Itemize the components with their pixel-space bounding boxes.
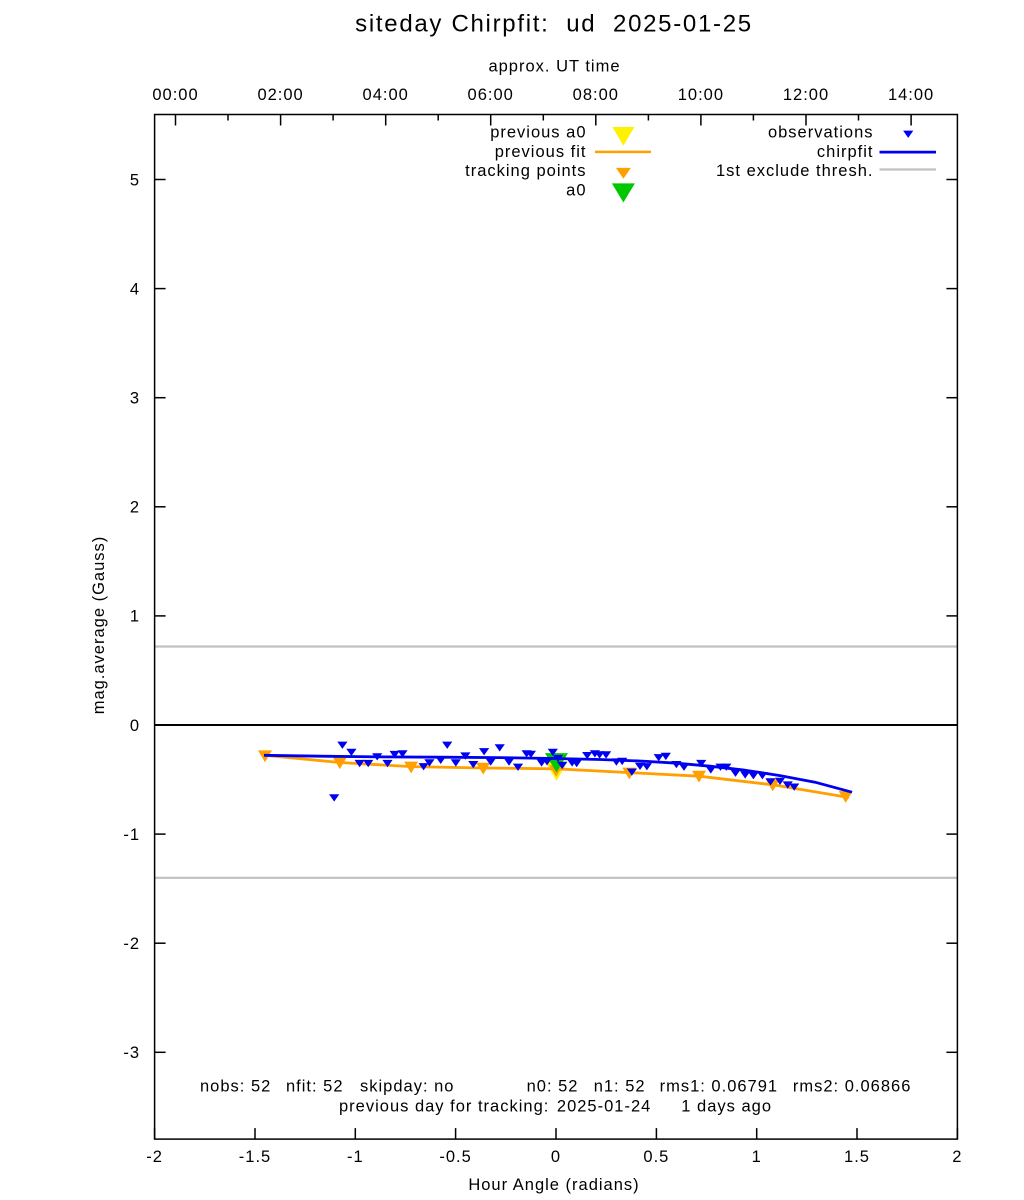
svg-text:1 days ago: 1 days ago	[681, 1098, 772, 1116]
svg-text:approx. UT time: approx. UT time	[488, 57, 620, 75]
svg-text:08:00: 08:00	[573, 86, 619, 104]
svg-text:2025-01-24: 2025-01-24	[557, 1098, 651, 1116]
svg-text:rms2: 0.06866: rms2: 0.06866	[793, 1077, 911, 1095]
svg-text:2: 2	[130, 499, 140, 517]
svg-text:-1.5: -1.5	[239, 1148, 271, 1166]
svg-text:-2: -2	[123, 935, 140, 953]
svg-text:1.5: 1.5	[844, 1148, 870, 1166]
svg-text:00:00: 00:00	[152, 86, 198, 104]
svg-text:previous day for tracking:: previous day for tracking:	[339, 1098, 549, 1116]
svg-text:-3: -3	[123, 1044, 140, 1062]
svg-text:skipday: no: skipday: no	[360, 1077, 454, 1095]
svg-text:14:00: 14:00	[888, 86, 934, 104]
svg-text:1: 1	[752, 1148, 762, 1166]
svg-text:2: 2	[952, 1148, 962, 1166]
svg-text:3: 3	[130, 390, 140, 408]
svg-text:-2: -2	[146, 1148, 163, 1166]
svg-text:rms1: 0.06791: rms1: 0.06791	[660, 1077, 778, 1095]
svg-text:0: 0	[551, 1148, 561, 1166]
svg-text:previous a0: previous a0	[490, 124, 586, 142]
svg-text:n0: 52: n0: 52	[527, 1077, 579, 1095]
svg-text:-1: -1	[123, 826, 140, 844]
svg-text:observations: observations	[768, 124, 874, 142]
svg-text:siteday Chirpfit: ud 2025-01: siteday Chirpfit: ud 2025-01-25	[355, 11, 753, 38]
svg-text:06:00: 06:00	[468, 86, 514, 104]
svg-text:02:00: 02:00	[257, 86, 303, 104]
svg-text:-1: -1	[347, 1148, 364, 1166]
svg-text:0: 0	[130, 717, 140, 735]
svg-text:tracking points: tracking points	[465, 162, 586, 180]
svg-text:12:00: 12:00	[783, 86, 829, 104]
svg-text:04:00: 04:00	[363, 86, 409, 104]
svg-text:Hour Angle (radians): Hour Angle (radians)	[468, 1176, 639, 1194]
svg-text:mag.average (Gauss): mag.average (Gauss)	[90, 536, 108, 715]
svg-text:5: 5	[130, 171, 140, 189]
svg-text:previous fit: previous fit	[495, 143, 587, 161]
svg-text:nfit: 52: nfit: 52	[286, 1077, 344, 1095]
svg-text:1st exclude thresh.: 1st exclude thresh.	[716, 162, 874, 180]
svg-text:0.5: 0.5	[643, 1148, 669, 1166]
svg-text:4: 4	[130, 280, 140, 298]
svg-text:10:00: 10:00	[678, 86, 724, 104]
svg-text:chirpfit: chirpfit	[817, 143, 874, 161]
svg-text:-0.5: -0.5	[439, 1148, 471, 1166]
svg-text:1: 1	[130, 608, 140, 626]
svg-text:n1: 52: n1: 52	[594, 1077, 646, 1095]
svg-text:a0: a0	[566, 182, 586, 200]
svg-text:nobs: 52: nobs: 52	[200, 1077, 271, 1095]
